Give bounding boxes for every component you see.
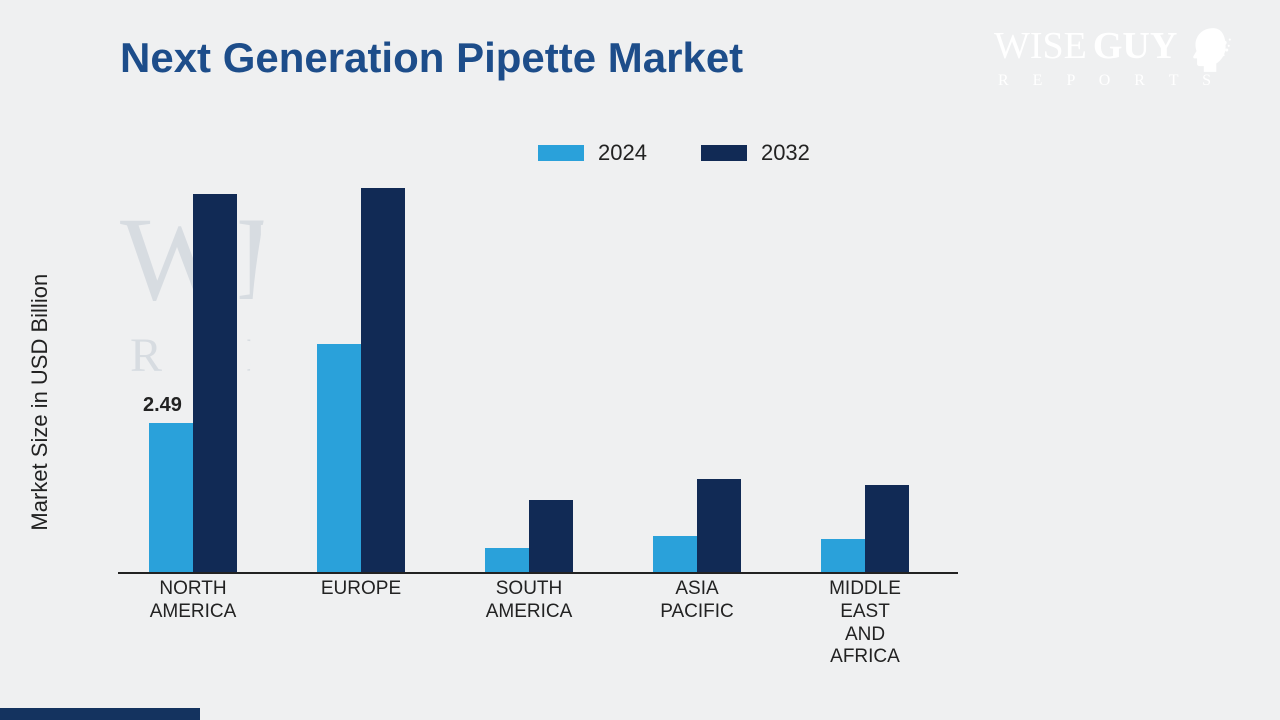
x-axis-label: SOUTH AMERICA: [454, 578, 604, 624]
right-panel: [970, 0, 1280, 720]
bar-2024: [317, 344, 361, 572]
brand-head-icon: [1183, 24, 1235, 76]
bar-2032: [865, 485, 909, 572]
legend-swatch-2032: [701, 145, 747, 161]
bar-2024: [653, 536, 697, 572]
bar-2024: [149, 423, 193, 572]
page: WISE GUY R E P O R T S WISE GUY: [0, 0, 1280, 720]
y-axis-label: Market Size in USD Billion: [27, 274, 53, 531]
bar-group: [286, 188, 436, 572]
legend-item-2032: 2032: [701, 140, 810, 166]
x-axis-label: ASIA PACIFIC: [622, 578, 772, 624]
x-axis-label: NORTH AMERICA: [118, 578, 268, 624]
legend-label-2032: 2032: [761, 140, 810, 166]
x-axis-label: EUROPE: [286, 578, 436, 601]
brand-reports: R E P O R T S: [994, 72, 1254, 90]
bar-group: [790, 485, 940, 572]
footer-bar: [0, 708, 200, 720]
legend-label-2024: 2024: [598, 140, 647, 166]
legend: 2024 2032: [538, 140, 810, 166]
brand-logo: WISE GUY R E P O R T S: [994, 24, 1254, 90]
x-axis-label: MIDDLE EAST AND AFRICA: [790, 578, 940, 669]
bar-2032: [697, 479, 741, 572]
brand-wise: WISE: [994, 24, 1087, 68]
bar-2024: [821, 539, 865, 572]
legend-item-2024: 2024: [538, 140, 647, 166]
bar-2024: [485, 548, 529, 572]
bar-group: [622, 479, 772, 572]
bar-2032: [361, 188, 405, 572]
bar-group: [118, 194, 268, 572]
bar-group: [454, 500, 604, 572]
chart-area: Market Size in USD Billion 2024 2032 2.4…: [58, 140, 958, 680]
bar-2032: [529, 500, 573, 572]
brand-guy: GUY: [1093, 24, 1177, 68]
legend-swatch-2024: [538, 145, 584, 161]
bar-2032: [193, 194, 237, 572]
bar-value-label: 2.49: [143, 394, 182, 417]
x-axis-labels: NORTH AMERICA EUROPE SOUTH AMERICA ASIA PAC…: [118, 578, 958, 678]
plot-area: 2.49: [118, 184, 958, 574]
chart-title: Next Generation Pipette Market: [120, 34, 743, 82]
